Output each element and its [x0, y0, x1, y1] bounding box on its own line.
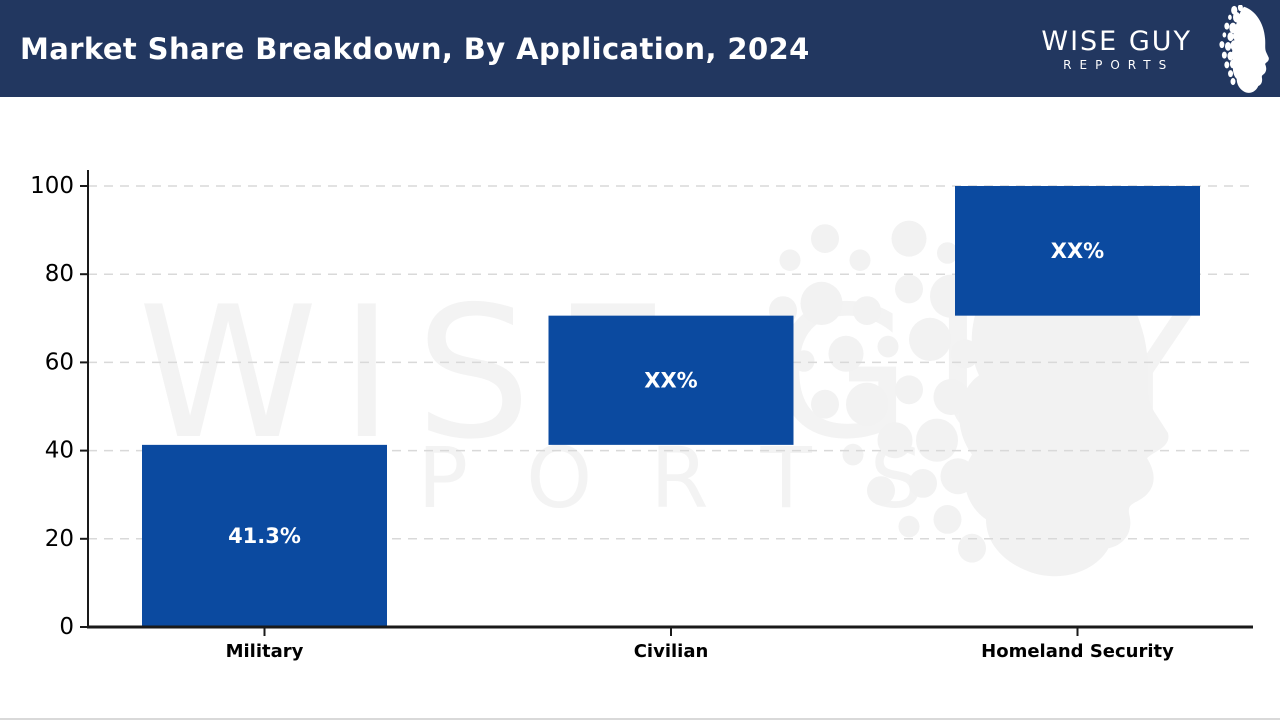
y-tick-label: 60	[45, 349, 74, 375]
y-tick-label: 100	[30, 173, 74, 199]
wiseguy-logo: WISE GUY REPORTS	[1041, 4, 1270, 93]
x-category-label: Homeland Security	[981, 641, 1174, 662]
x-category-label: Military	[226, 641, 304, 662]
logo-text: WISE GUY REPORTS	[1041, 26, 1192, 72]
y-tick-label: 20	[45, 526, 74, 552]
bar	[548, 315, 794, 445]
bar-value-label: 41.3%	[228, 524, 301, 548]
bottom-border	[0, 718, 1280, 720]
x-category-label: Civilian	[634, 641, 709, 662]
page-title: Market Share Breakdown, By Application, …	[20, 31, 810, 66]
header: Market Share Breakdown, By Application, …	[0, 0, 1280, 97]
y-tick-label: 0	[59, 614, 74, 640]
y-tick-label: 40	[45, 438, 74, 464]
y-tick-label: 80	[45, 261, 74, 287]
logo-subtitle: REPORTS	[1063, 57, 1175, 72]
bar-value-label: XX%	[644, 368, 697, 392]
logo-wordmark: WISE GUY	[1041, 25, 1192, 57]
bar-chart: 41.3% XX% XX% 0 20 40 60 80 100 Military Civilian H…	[30, 170, 1253, 662]
chart-region: WISE GUY REPORTS 41.3% XX% XX% 0 20 40 60 80 100…	[0, 97, 1280, 718]
bar	[142, 444, 387, 627]
wiseguy-face-icon	[1219, 4, 1269, 93]
bar-value-label: XX%	[1051, 239, 1104, 263]
